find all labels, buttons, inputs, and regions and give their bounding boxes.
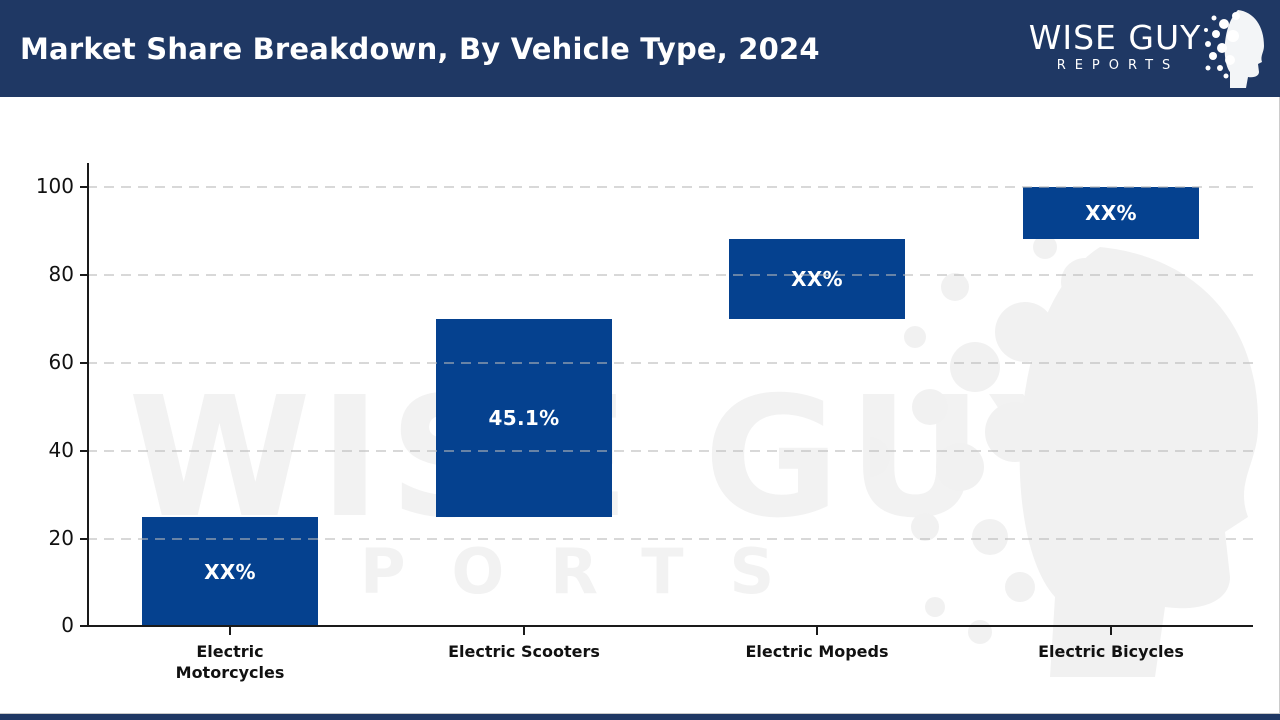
x-tick	[523, 627, 525, 635]
y-tick-label: 20	[48, 526, 74, 550]
footer-bar	[0, 714, 1280, 720]
logo-subtitle: REPORTS	[1056, 58, 1180, 73]
y-tick-80	[80, 274, 87, 276]
bar-electric-bicycles: XX%	[1023, 187, 1199, 239]
x-category-label: Electric Scooters	[448, 642, 600, 661]
gridline-60	[87, 362, 1253, 364]
bar-electric-motorcycles: XX%	[142, 517, 318, 626]
bar-value-label: XX%	[204, 559, 256, 584]
bar-value-label: 45.1%	[488, 406, 560, 430]
gridline-40	[87, 450, 1253, 452]
logo-wordmark: WISE GUY	[1028, 18, 1202, 57]
x-tick	[1110, 627, 1112, 635]
chart-canvas: WISE GUY REPORTS	[0, 97, 1280, 713]
x-category-label: Electric Bicycles	[1038, 642, 1184, 661]
y-axis-line	[87, 163, 89, 627]
bar-value-label: XX%	[1085, 201, 1137, 225]
logo-face-icon	[1204, 10, 1264, 88]
x-category-label: Electric Motorcycles	[175, 642, 285, 682]
bar-electric-scooters: 45.1%	[436, 319, 612, 517]
y-tick-0	[80, 625, 87, 627]
x-category-label: Electric Mopeds	[745, 642, 889, 661]
logo-text: WISE GUY REPORTS	[1026, 18, 1204, 74]
x-tick	[816, 627, 818, 635]
wise-guy-reports-logo: WISE GUY REPORTS	[1026, 6, 1266, 92]
page-title: Market Share Breakdown, By Vehicle Type,…	[20, 31, 820, 66]
y-tick-40	[80, 450, 87, 452]
bar-value-label: XX%	[791, 267, 843, 291]
footer-divider	[0, 713, 1280, 714]
y-tick-60	[80, 362, 87, 364]
y-tick-label: 40	[48, 438, 74, 462]
x-tick	[229, 627, 231, 635]
y-tick-label: 100	[35, 174, 74, 198]
gridline-80	[87, 274, 1253, 276]
y-tick-label: 0	[61, 613, 74, 637]
y-tick-100	[80, 186, 87, 188]
y-tick-20	[80, 538, 87, 540]
gridline-100	[87, 186, 1253, 188]
y-tick-label: 60	[48, 350, 74, 374]
header-bar: Market Share Breakdown, By Vehicle Type,…	[0, 0, 1280, 97]
gridline-20	[87, 538, 1253, 540]
x-axis-line	[87, 625, 1253, 627]
y-tick-label: 80	[48, 262, 74, 286]
bar-electric-mopeds: XX%	[729, 239, 905, 319]
watermark-face-icon	[870, 235, 1259, 677]
